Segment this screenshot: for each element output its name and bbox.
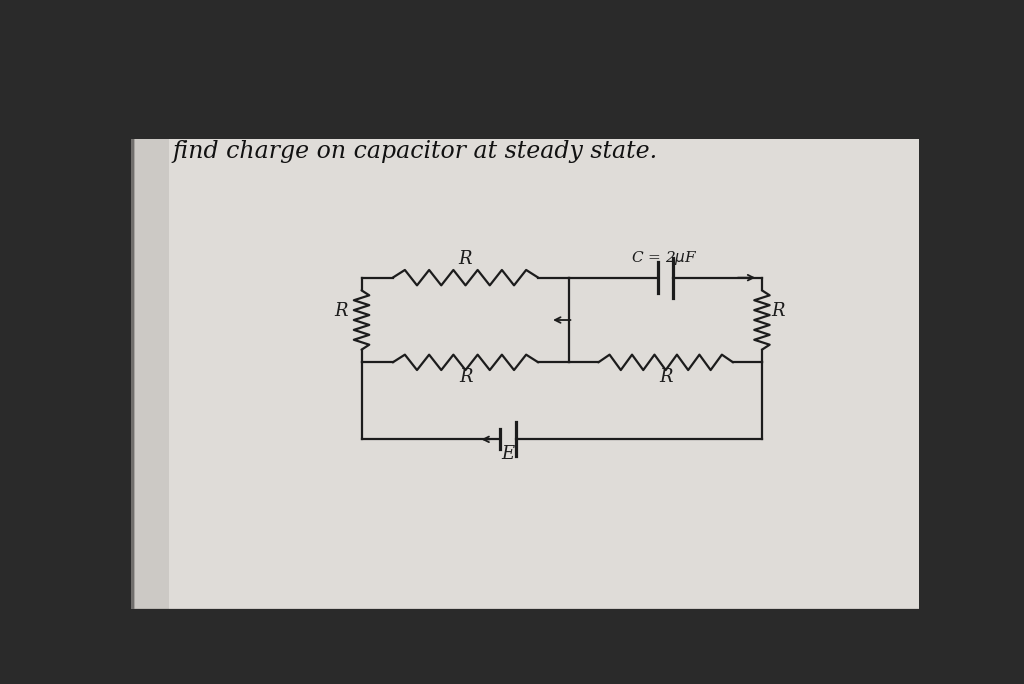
- Text: C = 2$\mu$F: C = 2$\mu$F: [631, 249, 697, 267]
- Text: find charge on capacitor at steady state.: find charge on capacitor at steady state…: [173, 140, 658, 163]
- Text: R: R: [659, 367, 673, 386]
- Text: R: R: [458, 250, 471, 268]
- Polygon shape: [169, 139, 920, 609]
- Text: R: R: [460, 367, 473, 386]
- Polygon shape: [130, 82, 920, 139]
- Text: R: R: [335, 302, 348, 320]
- Polygon shape: [134, 89, 920, 609]
- Text: E: E: [502, 445, 514, 462]
- Text: R: R: [771, 302, 784, 320]
- Polygon shape: [130, 82, 169, 609]
- Polygon shape: [708, 82, 920, 139]
- Polygon shape: [823, 82, 920, 139]
